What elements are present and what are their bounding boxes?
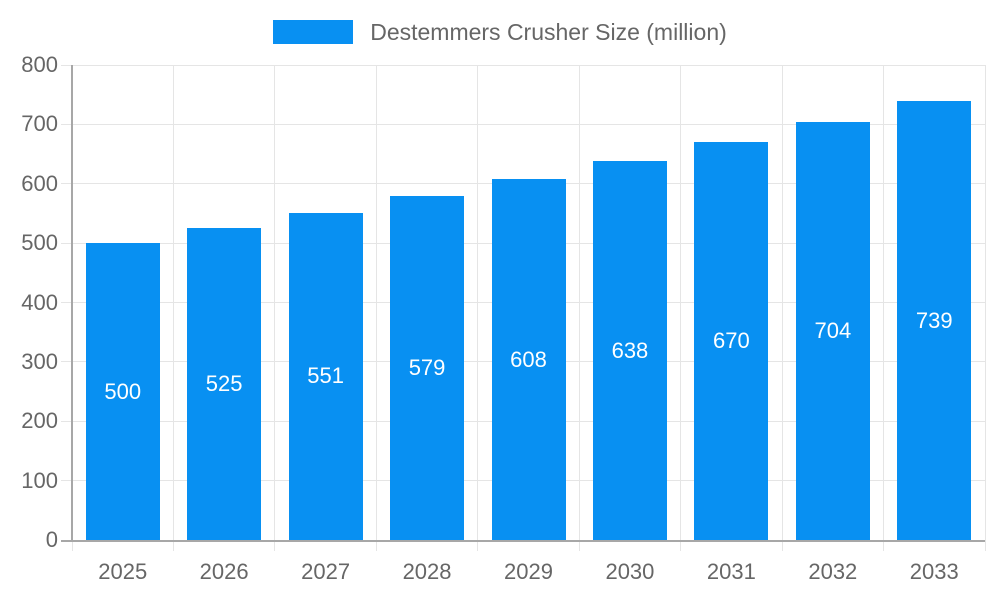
x-tick-label: 2027	[301, 559, 351, 584]
y-tick-label: 600	[21, 170, 58, 196]
x-axis-line	[61, 539, 985, 542]
x-axis-tick	[71, 540, 73, 551]
y-axis-tick	[61, 480, 72, 482]
gridline	[375, 65, 377, 540]
x-tick-label: 2029	[504, 559, 553, 584]
gridline	[883, 65, 885, 540]
y-tick-label: 0	[45, 527, 58, 552]
bar: 608	[491, 179, 566, 540]
bar-value-label: 638	[611, 337, 649, 363]
x-tick-label: 2025	[98, 559, 148, 584]
gridline	[72, 64, 985, 66]
bar-value-label: 551	[307, 363, 344, 389]
bar-value-label: 739	[915, 307, 953, 333]
gridline	[72, 123, 985, 125]
legend-label: Destemmers Crusher Size (million)	[370, 18, 727, 45]
chart-legend: Destemmers Crusher Size (million)	[0, 18, 1000, 46]
x-axis-tick	[781, 540, 783, 551]
bar-value-label: 525	[205, 371, 243, 397]
x-tick-label: 2026	[199, 559, 249, 584]
y-tick-label: 100	[21, 467, 58, 493]
y-tick-label: 200	[21, 408, 58, 434]
gridline	[274, 65, 276, 540]
y-axis-tick	[61, 242, 72, 244]
bar: 579	[390, 196, 465, 540]
bar: 525	[187, 228, 262, 540]
y-axis-tick	[61, 302, 72, 303]
gridline	[680, 65, 682, 540]
y-axis-tick	[61, 123, 72, 125]
bar: 739	[897, 101, 972, 540]
bar: 670	[694, 142, 769, 540]
bar: 704	[795, 122, 870, 540]
x-axis-tick	[172, 540, 174, 551]
x-axis-tick	[578, 540, 580, 551]
y-axis-tick	[61, 64, 72, 66]
legend-swatch	[273, 20, 354, 44]
x-tick-label: 2032	[808, 559, 858, 584]
bar: 500	[85, 243, 160, 540]
bar: 638	[592, 161, 667, 540]
gridline	[984, 65, 986, 540]
bar-value-label: 704	[814, 318, 852, 343]
gridline	[172, 65, 174, 540]
y-tick-label: 500	[21, 230, 58, 256]
x-axis-tick	[375, 540, 377, 551]
y-tick-label: 700	[21, 111, 58, 137]
bar-value-label: 579	[408, 355, 446, 381]
y-axis-line	[71, 65, 73, 541]
y-axis-tick	[61, 420, 72, 422]
x-axis-tick	[477, 540, 479, 551]
x-tick-label: 2028	[402, 559, 452, 584]
bar-value-label: 670	[713, 328, 750, 354]
y-tick-label: 400	[21, 289, 58, 315]
x-axis-tick	[883, 540, 885, 551]
x-tick-label: 2031	[706, 559, 756, 584]
gridline	[477, 65, 479, 540]
x-axis-tick	[680, 540, 682, 551]
bar-value-label: 608	[510, 346, 547, 372]
y-tick-label: 300	[21, 348, 58, 374]
gridline	[578, 65, 580, 540]
x-tick-label: 2033	[909, 559, 959, 584]
gridline	[781, 65, 783, 540]
x-axis-tick	[274, 540, 276, 551]
y-tick-label: 800	[21, 52, 58, 77]
bar-value-label: 500	[104, 378, 142, 404]
bar: 551	[288, 212, 363, 540]
y-axis-tick	[61, 183, 72, 185]
y-axis-tick	[61, 361, 72, 363]
x-axis-tick	[984, 540, 986, 551]
x-tick-label: 2030	[605, 559, 655, 584]
